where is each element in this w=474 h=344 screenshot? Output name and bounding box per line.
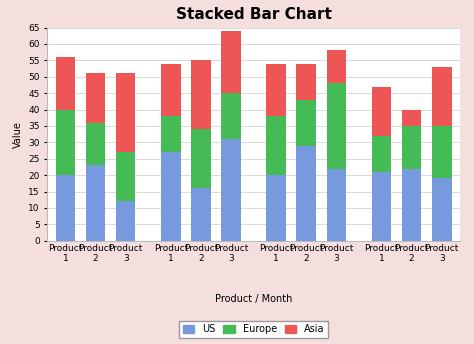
Bar (372, 172, 392, 241)
Bar (221, 139, 241, 241)
Bar (266, 175, 286, 241)
Bar (296, 64, 316, 100)
Bar (55, 57, 75, 109)
Bar (372, 136, 392, 172)
Bar (116, 74, 136, 152)
Bar (296, 146, 316, 241)
Bar (221, 31, 241, 93)
Bar (86, 74, 105, 123)
Bar (191, 188, 211, 241)
Bar (55, 109, 75, 175)
Bar (372, 87, 392, 136)
Bar (327, 51, 346, 83)
Bar (402, 126, 421, 169)
Bar (432, 67, 452, 126)
Bar (161, 64, 181, 116)
Bar (161, 116, 181, 152)
Bar (221, 93, 241, 139)
Bar (402, 169, 421, 241)
Bar (116, 202, 136, 241)
Bar (327, 169, 346, 241)
Bar (296, 100, 316, 146)
Y-axis label: Value: Value (13, 121, 23, 148)
Bar (402, 109, 421, 126)
Bar (116, 152, 136, 202)
Bar (161, 152, 181, 241)
Legend: US, Europe, Asia: US, Europe, Asia (179, 321, 328, 338)
Bar (55, 175, 75, 241)
Title: Stacked Bar Chart: Stacked Bar Chart (176, 7, 331, 22)
Bar (266, 64, 286, 116)
Bar (432, 179, 452, 241)
Bar (86, 165, 105, 241)
Bar (86, 123, 105, 165)
Bar (191, 129, 211, 188)
Bar (191, 60, 211, 129)
Bar (432, 126, 452, 179)
X-axis label: Product / Month: Product / Month (215, 293, 292, 303)
Bar (327, 83, 346, 169)
Bar (266, 116, 286, 175)
